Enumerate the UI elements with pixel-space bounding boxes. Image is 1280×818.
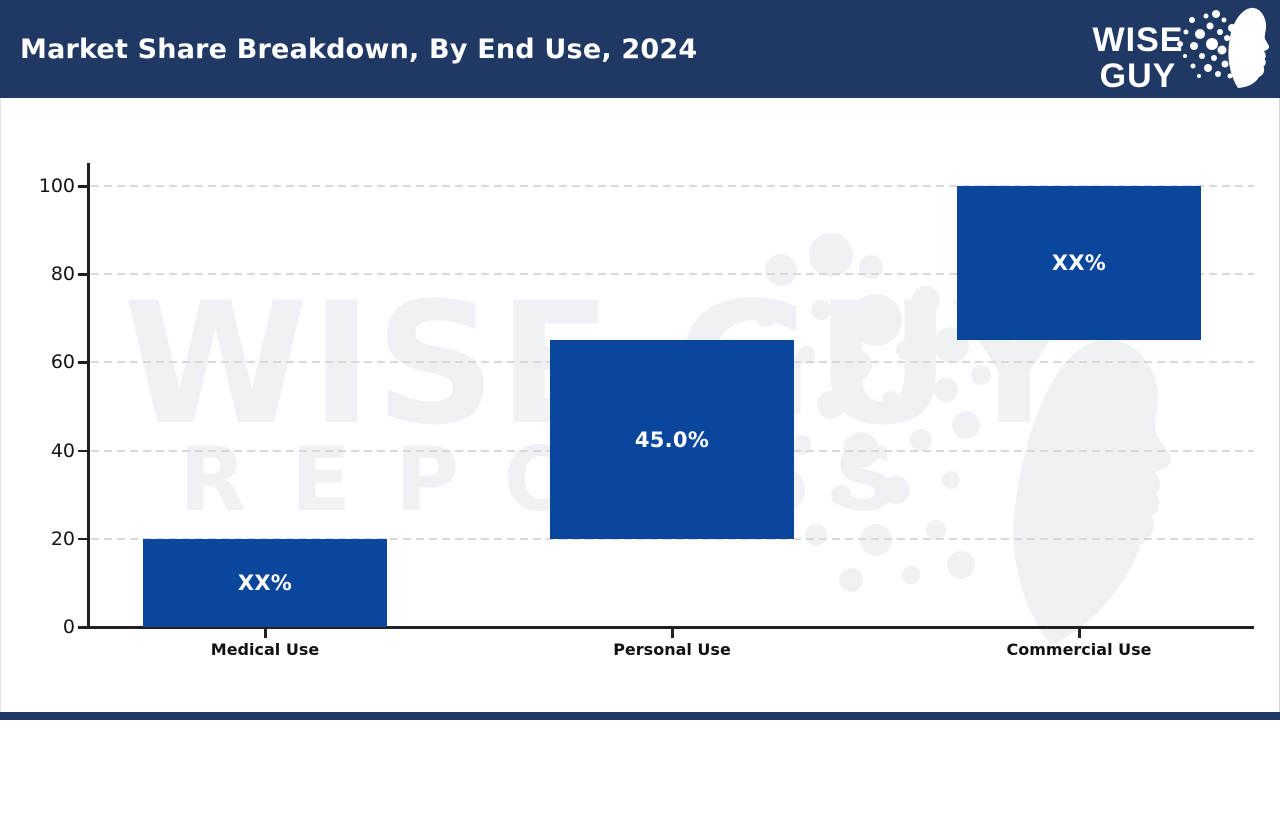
y-tick-label: 100: [38, 175, 75, 197]
footer-bar: [0, 712, 1280, 720]
y-axis-line: [87, 163, 90, 629]
x-axis-line: [87, 626, 1254, 629]
bar-value-label: XX%: [237, 570, 293, 595]
page-title: Market Share Breakdown, By End Use, 2024: [20, 33, 698, 65]
waterfall-chart: 0 20 40 60 80 100 XX% Medical Use 45.0% Personal …: [1, 98, 1280, 818]
y-tick-label: 60: [50, 351, 75, 374]
y-tick-mark: [78, 537, 87, 541]
x-tick-mark: [1078, 629, 1081, 638]
gridline: [91, 537, 1254, 540]
bar-commercial-use: [957, 186, 1201, 341]
x-category-label: Medical Use: [210, 640, 320, 659]
y-tick-label: 40: [50, 439, 75, 462]
y-tick-label: 80: [50, 263, 75, 286]
bar-value-label: XX%: [1051, 251, 1107, 276]
y-tick-label: 0: [62, 616, 75, 638]
bar-medical-use: [143, 538, 387, 627]
y-tick-mark: [78, 273, 87, 276]
y-tick-mark: [78, 185, 87, 188]
x-category-label: Personal Use: [613, 640, 731, 659]
gridline: [91, 185, 1254, 187]
wise-guy-reports-logo: WISE GUY REPORTS: [1024, 4, 1274, 110]
y-tick-mark: [78, 361, 87, 364]
header-banner: Market Share Breakdown, By End Use, 2024…: [0, 0, 1280, 110]
y-tick-label: 20: [50, 527, 75, 550]
y-tick-mark: [78, 626, 87, 629]
bar-personal-use: [550, 340, 794, 539]
x-category-label: Commercial Use: [1006, 640, 1152, 659]
x-tick-mark: [671, 629, 674, 638]
gridline: [91, 273, 1254, 276]
logo-face-icon: [1177, 7, 1270, 89]
bar-value-label: 45.0%: [634, 427, 710, 452]
x-tick-mark: [264, 629, 267, 638]
chart-image: Market Share Breakdown, By End Use, 2024…: [0, 0, 1280, 720]
y-tick-mark: [78, 449, 87, 453]
logo-wordmark-line1: WISE GUY: [1092, 21, 1184, 95]
